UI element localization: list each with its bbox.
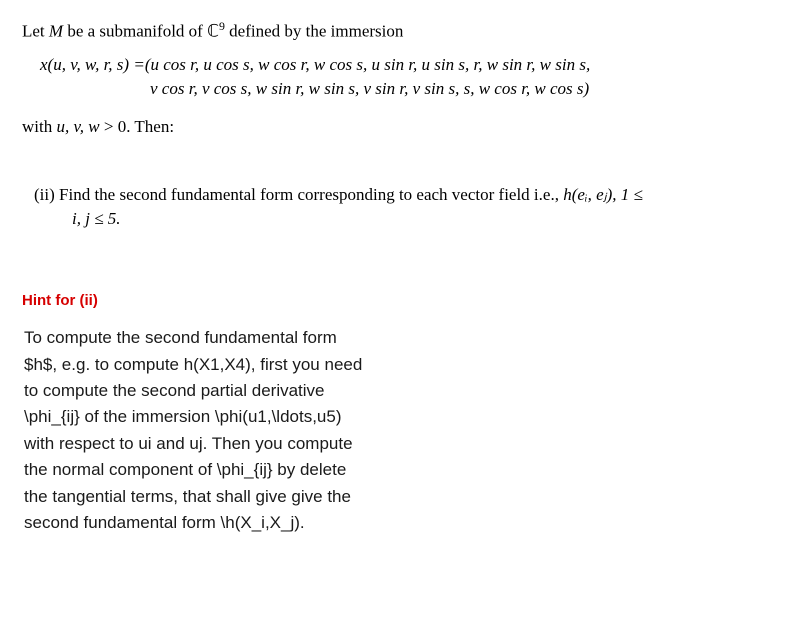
with-line: with u, v, w > 0. Then: [22,115,768,139]
with-cond: > 0. Then: [100,117,174,136]
eq-lhs: x(u, v, w, r, s) = [40,55,145,74]
equation-line-2: v cos r, v cos s, w sin r, w sin s, v si… [150,77,768,101]
part-ii-label: (ii) [34,185,59,204]
intro-M: M [49,22,63,41]
part-ii-hform: h(eᵢ, eⱼ), 1 ≤ [563,185,643,204]
part-ii-block: (ii) Find the second fundamental form co… [34,183,768,231]
part-ii-text1: Find the second fundamental form corresp… [59,185,563,204]
hint-header: Hint for (ii) [22,290,768,311]
intro-line: Let M be a submanifold of ℂ9 defined by … [22,18,768,43]
with-prefix: with [22,117,56,136]
intro-mid1: be a submanifold of [63,22,207,41]
eq-rhs2: v cos r, v cos s, w sin r, w sin s, v si… [150,79,589,98]
part-ii-line2: i, j ≤ 5. [98,207,768,231]
with-vars: u, v, w [56,117,99,136]
eq-rhs1: (u cos r, u cos s, w cos r, w cos s, u s… [145,55,590,74]
hint-body: To compute the second fundamental form $… [24,325,374,536]
intro-prefix: Let [22,22,49,41]
equation-block: x(u, v, w, r, s) =(u cos r, u cos s, w c… [40,53,768,101]
part-ii-ij: i, j ≤ 5. [72,209,121,228]
intro-C: ℂ [207,22,219,41]
equation-line-1: x(u, v, w, r, s) =(u cos r, u cos s, w c… [40,53,768,77]
intro-mid2: defined by the immersion [225,22,403,41]
